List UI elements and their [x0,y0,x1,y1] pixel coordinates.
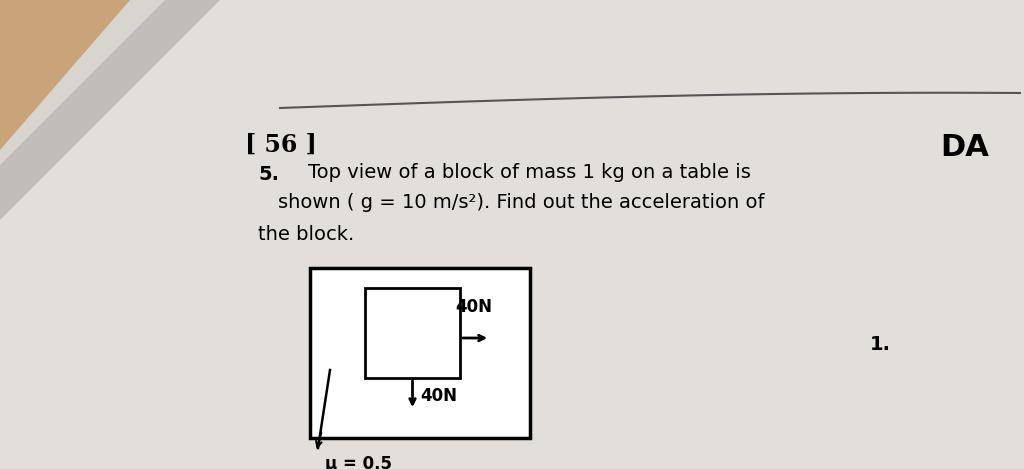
Bar [310,268,530,438]
Text: 40N: 40N [421,387,458,405]
Bar [365,288,460,378]
Text: 40N: 40N [455,298,492,316]
Polygon shape [0,0,220,220]
Text: shown ( g = 10 m/s²). Find out the acceleration of: shown ( g = 10 m/s²). Find out the accel… [278,193,765,212]
Text: Top view of a block of mass 1 kg on a table is: Top view of a block of mass 1 kg on a ta… [308,163,751,182]
Polygon shape [0,0,350,200]
Text: μ = 0.5: μ = 0.5 [325,455,392,469]
Text: [ 56 ]: [ 56 ] [245,133,316,157]
Text: the block.: the block. [258,225,354,244]
Text: 5.: 5. [258,165,279,184]
Text: DA: DA [940,133,989,162]
Text: 1.: 1. [870,335,891,354]
